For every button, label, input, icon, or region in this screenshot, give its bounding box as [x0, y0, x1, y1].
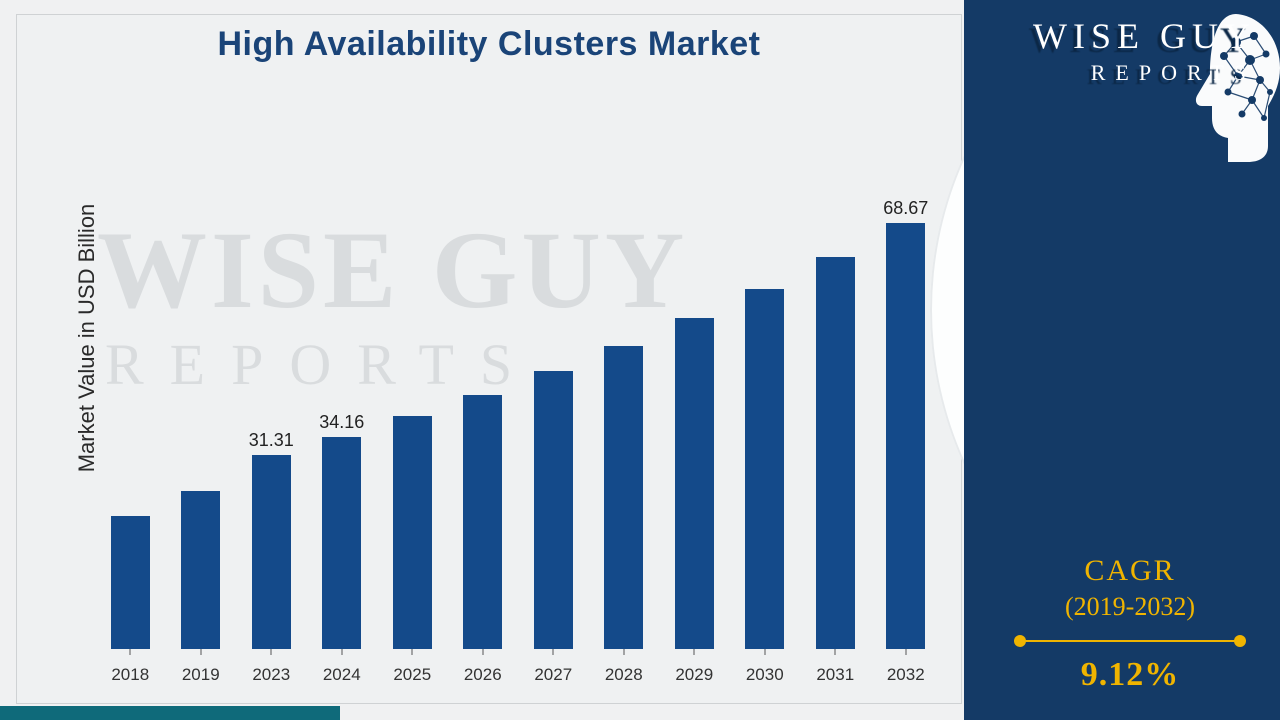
cagr-block: CAGR (2019-2032) 9.12% [980, 554, 1280, 694]
x-axis-tick [200, 649, 201, 655]
x-axis-tick [835, 649, 836, 655]
x-axis-tick [271, 649, 272, 655]
bar [181, 491, 220, 649]
bar [745, 289, 784, 649]
x-axis-label: 2018 [111, 665, 149, 685]
bar [252, 455, 291, 649]
bar [111, 516, 150, 649]
cagr-divider [1020, 640, 1240, 642]
accent-strip [0, 706, 340, 720]
x-axis-label: 2031 [816, 665, 854, 685]
x-axis-labels: 2018 2019 2023 2024 2025 2026 2027 2028 2029 2030… [95, 655, 941, 685]
bar [816, 257, 855, 649]
x-axis-label: 2023 [252, 665, 290, 685]
x-axis-tick [130, 649, 131, 655]
bar [534, 371, 573, 649]
x-axis-tick [412, 649, 413, 655]
bar-chart: 31.31 34.16 68.67 2018 2019 2023 2024 2025 2026… [95, 165, 941, 685]
brand-logo-text: WISE GUY REPORTS WISE GUY REPORTS [986, 18, 1256, 86]
cagr-title: CAGR [980, 554, 1280, 588]
brand-line1: WISE GUY [986, 18, 1256, 56]
x-axis-tick [623, 649, 624, 655]
bar [604, 346, 643, 649]
x-axis-tick [553, 649, 554, 655]
x-axis-label: 2026 [464, 665, 502, 685]
bars-container: 31.31 34.16 68.67 [95, 165, 941, 649]
sidebar: WISE GUY REPORTS WISE GUY REPORTS CAGR (… [964, 0, 1280, 720]
brand-line2: REPORTS [986, 60, 1256, 86]
page-title: High Availability Clusters Market [17, 25, 961, 64]
bar [463, 395, 502, 649]
x-axis-label: 2032 [887, 665, 925, 685]
x-axis-tick [341, 649, 342, 655]
bar [393, 416, 432, 649]
x-axis-label: 2019 [182, 665, 220, 685]
cagr-range: (2019-2032) [980, 592, 1280, 622]
x-axis-tick [482, 649, 483, 655]
bar-value-label: 34.16 [319, 412, 364, 433]
x-axis-label: 2025 [393, 665, 431, 685]
bar [886, 223, 925, 649]
bar [675, 318, 714, 649]
bar [322, 437, 361, 649]
x-axis-tick [764, 649, 765, 655]
bar-value-label: 31.31 [249, 430, 294, 451]
bar-value-label: 68.67 [883, 198, 928, 219]
x-axis-tick [905, 649, 906, 655]
x-axis-label: 2029 [675, 665, 713, 685]
x-axis-label: 2028 [605, 665, 643, 685]
x-axis-label: 2024 [323, 665, 361, 685]
x-axis-label: 2027 [534, 665, 572, 685]
plot-frame: High Availability Clusters Market WISE G… [16, 14, 962, 704]
x-axis-tick [694, 649, 695, 655]
cagr-value: 9.12% [980, 656, 1280, 694]
x-axis-label: 2030 [746, 665, 784, 685]
